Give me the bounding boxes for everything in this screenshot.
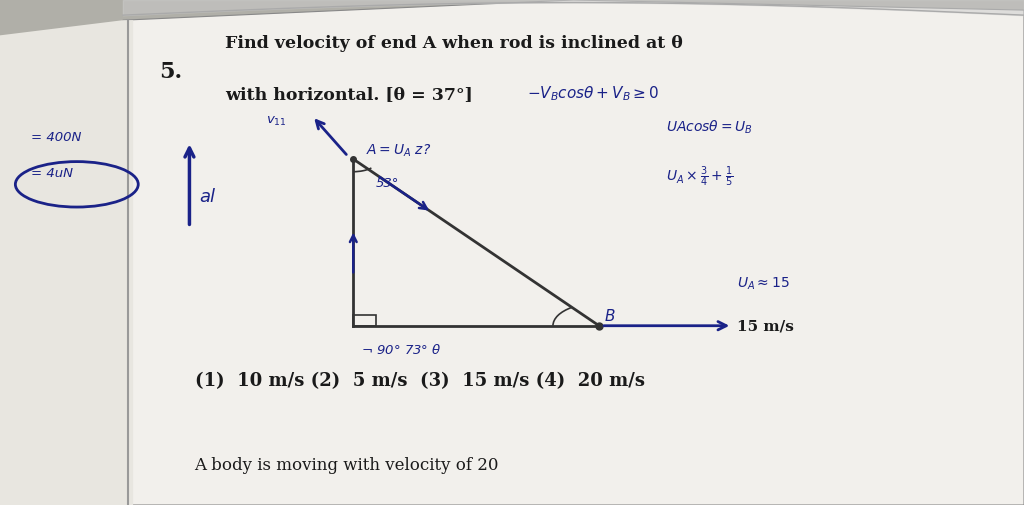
Text: A body is moving with velocity of 20: A body is moving with velocity of 20 (195, 457, 499, 474)
Text: 15 m/s: 15 m/s (737, 320, 795, 334)
Text: $\neg$ 90° 73° $\theta$: $\neg$ 90° 73° $\theta$ (361, 342, 442, 357)
Text: B: B (604, 309, 614, 324)
Polygon shape (123, 0, 1024, 505)
Text: $UAcos\theta = U_B$: $UAcos\theta = U_B$ (666, 118, 753, 136)
Text: (1)  10 m/s (2)  5 m/s  (3)  15 m/s (4)  20 m/s: (1) 10 m/s (2) 5 m/s (3) 15 m/s (4) 20 m… (195, 372, 644, 390)
Text: = 4uN: = 4uN (31, 167, 73, 180)
Text: $-V_B cos\theta + V_B \geq 0$: $-V_B cos\theta + V_B \geq 0$ (527, 84, 659, 103)
Text: $v_{11}$: $v_{11}$ (266, 115, 287, 128)
Text: $U_A \approx 15$: $U_A \approx 15$ (737, 276, 790, 292)
Text: $A = U_A$ z?: $A = U_A$ z? (366, 143, 431, 160)
Text: = 400N: = 400N (31, 131, 81, 144)
Text: 5.: 5. (159, 61, 182, 83)
Text: Find velocity of end A when rod is inclined at θ: Find velocity of end A when rod is incli… (225, 35, 683, 53)
Text: with horizontal. [θ = 37°]: with horizontal. [θ = 37°] (225, 86, 473, 103)
Text: $U_A \times \frac{3}{4} + \frac{1}{5}$: $U_A \times \frac{3}{4} + \frac{1}{5}$ (666, 165, 733, 189)
Polygon shape (0, 20, 133, 505)
Text: 53°: 53° (376, 177, 399, 190)
Text: al: al (200, 188, 216, 206)
